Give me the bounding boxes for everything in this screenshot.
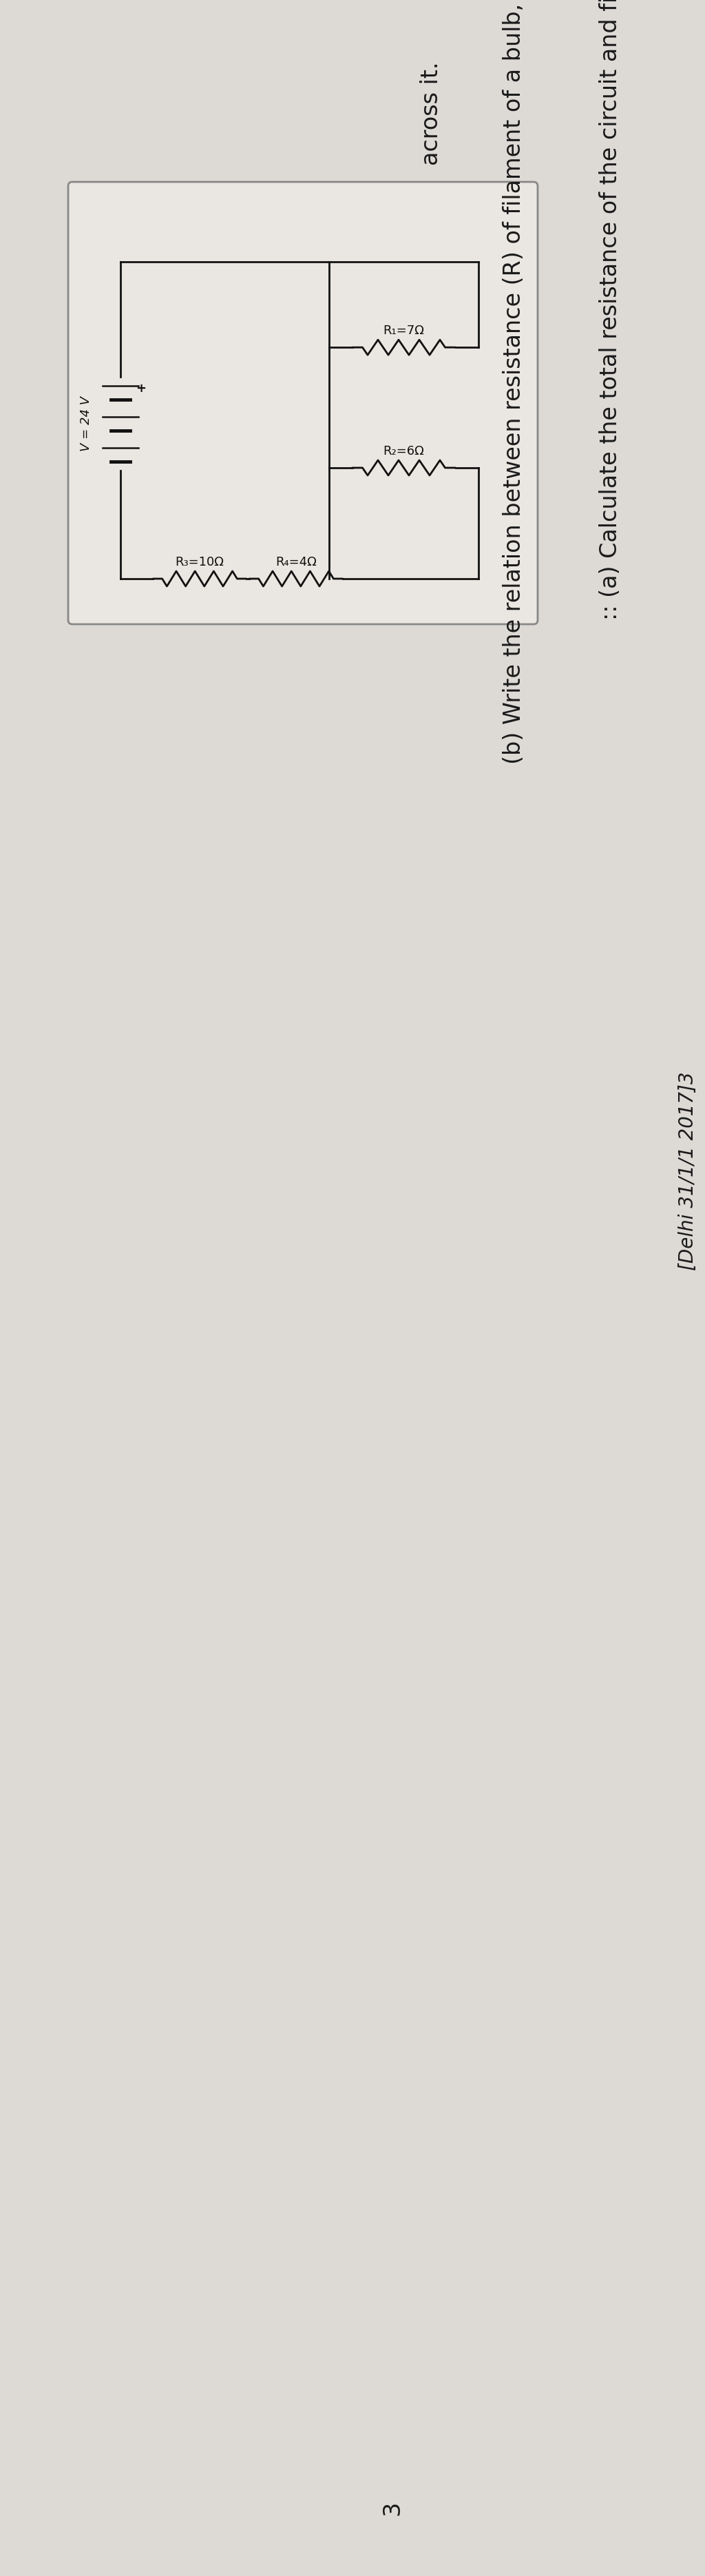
Text: (b) Write the relation between resistance (R) of filament of a bulb, its power (: (b) Write the relation between resistanc… [503, 0, 525, 765]
Text: R₃=10Ω: R₃=10Ω [176, 556, 224, 569]
Text: +: + [136, 381, 147, 394]
Text: [Delhi 31/1/1 2017]3: [Delhi 31/1/1 2017]3 [678, 1072, 697, 1270]
Text: 3: 3 [381, 2501, 404, 2514]
FancyBboxPatch shape [68, 183, 538, 623]
Text: R₁=7Ω: R₁=7Ω [384, 325, 424, 337]
Text: V = 24 V: V = 24 V [80, 397, 92, 451]
Text: R₂=6Ω: R₂=6Ω [384, 446, 424, 459]
Text: across it.: across it. [420, 62, 443, 165]
Text: R₄=4Ω: R₄=4Ω [276, 556, 317, 569]
Text: :: (a) Calculate the total resistance of the circuit and find the total current : :: (a) Calculate the total resistance of… [599, 0, 622, 621]
